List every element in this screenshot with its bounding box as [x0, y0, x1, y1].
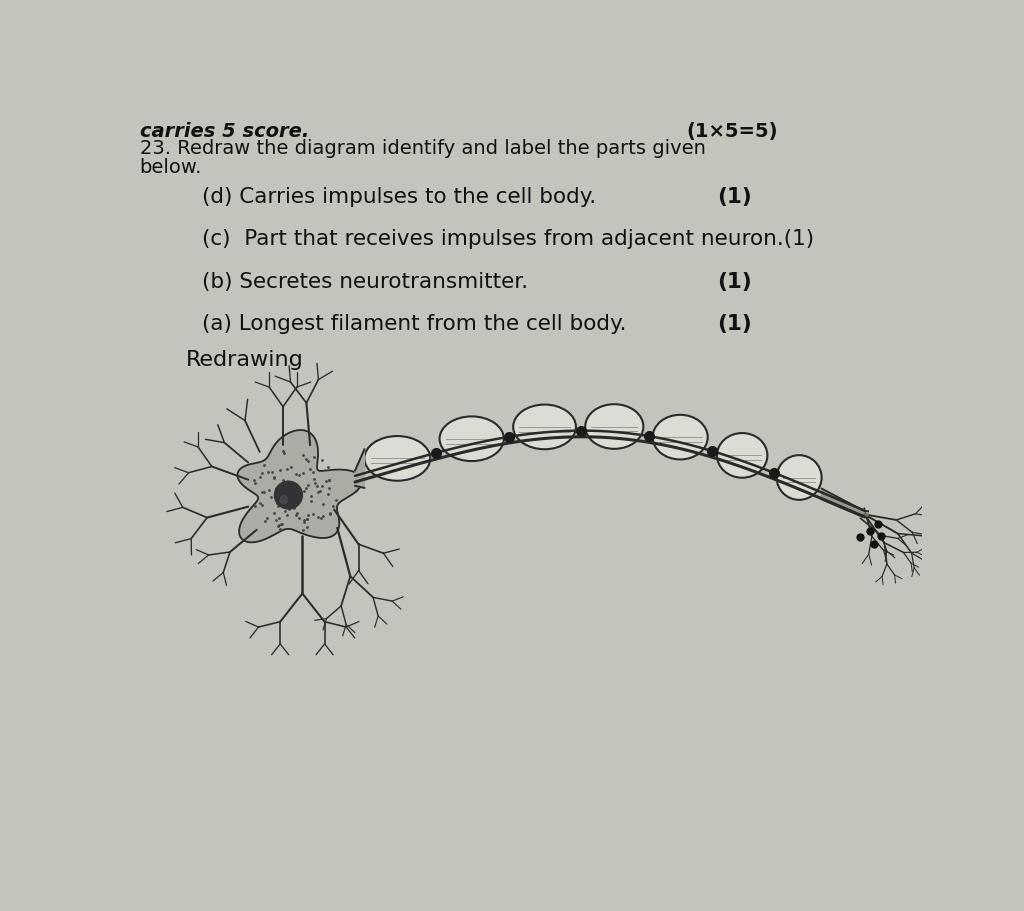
- Text: (1): (1): [717, 314, 752, 334]
- Text: (d) Carries impulses to the cell body.: (d) Carries impulses to the cell body.: [202, 187, 596, 207]
- Text: (1): (1): [717, 187, 752, 207]
- Ellipse shape: [439, 416, 504, 461]
- Text: (b) Secretes neurotransmitter.: (b) Secretes neurotransmitter.: [202, 271, 527, 292]
- Polygon shape: [355, 449, 365, 488]
- Text: (1): (1): [717, 271, 752, 292]
- Text: (c)  Part that receives impulses from adjacent neuron.(1): (c) Part that receives impulses from adj…: [202, 230, 814, 250]
- Ellipse shape: [365, 436, 430, 481]
- Polygon shape: [821, 488, 868, 517]
- Polygon shape: [238, 430, 361, 542]
- Circle shape: [280, 496, 288, 504]
- Ellipse shape: [776, 456, 821, 500]
- Text: (a) Longest filament from the cell body.: (a) Longest filament from the cell body.: [202, 314, 626, 334]
- Circle shape: [274, 481, 302, 509]
- Text: below.: below.: [139, 158, 202, 177]
- Text: Redrawing: Redrawing: [186, 351, 304, 371]
- Text: carries 5 score.: carries 5 score.: [139, 122, 309, 140]
- Ellipse shape: [652, 415, 708, 459]
- Ellipse shape: [513, 404, 575, 449]
- Ellipse shape: [586, 404, 643, 449]
- Text: 23. Redraw the diagram identify and label the parts given: 23. Redraw the diagram identify and labe…: [139, 139, 706, 159]
- Text: (1×5=5): (1×5=5): [686, 122, 777, 140]
- Ellipse shape: [717, 433, 767, 477]
